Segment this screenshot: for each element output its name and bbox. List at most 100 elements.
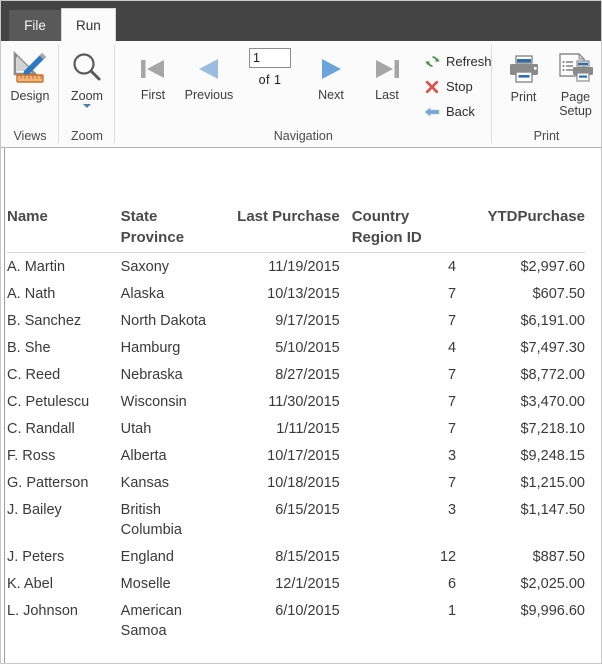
cell-last-purchase: 8/27/2015 [275,367,340,383]
cell-last-purchase: 6/10/2015 [275,603,340,619]
design-button[interactable]: Design [1,44,59,103]
cell-ytd-purchase: $6,191.00 [520,313,585,329]
cell-last-purchase: 5/10/2015 [275,340,340,356]
cell-name: B. She [7,340,51,356]
report-table: Name State Province Last Purchase Countr… [7,206,585,644]
print-button-label: Print [510,90,537,104]
back-button[interactable]: Back [421,99,492,124]
stop-label: Stop [446,79,473,94]
report-page: Name State Province Last Purchase Countr… [4,148,601,663]
cell-last-purchase: 8/15/2015 [275,549,340,565]
cell-name: L. Johnson [7,603,78,619]
cell-country-region-id: 7 [448,421,457,437]
design-button-label: Design [10,89,50,103]
cell-ytd-purchase: $1,215.00 [520,475,585,491]
cell-state-province: American Samoa [120,603,182,639]
cell-state-province: British Columbia [120,502,182,538]
tab-file[interactable]: File [9,10,61,41]
refresh-button[interactable]: Refresh [421,49,492,74]
cell-name: C. Petulescu [7,394,90,410]
table-row: J. Bailey British Columbia 6/15/2015 3 $1,14… [7,496,585,543]
cell-state-province: Utah [120,421,152,437]
refresh-icon [421,54,443,69]
group-label-navigation: Navigation [273,129,333,143]
table-row: G. Patterson Kansas 10/18/2015 7 $1,215.00 [7,469,585,496]
group-label-zoom: Zoom [71,129,103,143]
cell-name: C. Reed [7,367,61,383]
cell-ytd-purchase: $3,470.00 [520,394,585,410]
cell-country-region-id: 7 [448,394,457,410]
cell-country-region-id: 4 [448,340,457,356]
page-number-input[interactable] [249,48,291,68]
stop-button[interactable]: Stop [421,74,492,99]
cell-name: A. Martin [7,259,66,275]
cell-last-purchase: 11/19/2015 [268,259,340,275]
cell-ytd-purchase: $2,997.60 [520,259,585,275]
cell-name: B. Sanchez [7,313,82,329]
chevron-down-icon[interactable] [83,104,91,108]
first-page-button[interactable]: First [125,44,181,102]
cell-state-province: Moselle [120,576,171,592]
cell-country-region-id: 1 [448,603,457,619]
design-ruler-pen-icon [11,48,49,88]
cell-state-province: England [120,549,174,565]
cell-name: F. Ross [7,448,56,464]
cell-ytd-purchase: $8,772.00 [520,367,585,383]
table-row: L. Johnson American Samoa 6/10/2015 1 $9,996… [7,597,585,644]
zoom-button-label: Zoom [71,89,103,103]
cell-country-region-id: 3 [448,502,457,518]
table-row: B. Sanchez North Dakota 9/17/2015 7 $6,191.0… [7,307,585,334]
print-button[interactable]: Print [498,44,550,104]
next-page-label: Next [318,88,344,102]
page-of-total-label: of 1 [258,73,282,87]
cell-country-region-id: 12 [439,549,457,565]
report-table-body: A. Martin Saxony 11/19/2015 4 $2,997.60 A. Na… [7,253,585,645]
tab-run-label: Run [76,17,101,33]
next-page-button[interactable]: Next [303,44,359,102]
previous-page-button[interactable]: Previous [181,44,237,102]
column-header-last-purchase: Last Purchase [225,206,340,253]
cell-state-province: Wisconsin [120,394,187,410]
page-setup-button[interactable]: Page Setup [550,44,601,118]
stop-x-icon [421,80,443,94]
cell-country-region-id: 7 [448,475,457,491]
zoom-button[interactable]: Zoom [59,44,115,108]
cell-country-region-id: 7 [448,313,457,329]
table-row: C. Petulescu Wisconsin 11/30/2015 7 $3,470.0… [7,388,585,415]
cell-ytd-purchase: $7,497.30 [520,340,585,356]
ribbon-group-views: Design Views [1,41,59,147]
ribbon-group-print: Print [492,41,601,147]
tab-run[interactable]: Run [61,8,116,41]
table-row: C. Reed Nebraska 8/27/2015 7 $8,772.00 [7,361,585,388]
previous-page-icon [194,50,224,88]
column-header-state-province: State Province [120,206,226,253]
page-number-box: of 1 [237,44,303,87]
cell-state-province: Kansas [120,475,170,491]
cell-name: G. Patterson [7,475,89,491]
ribbon: Design Views Zoom [1,41,601,148]
cell-last-purchase: 9/17/2015 [275,313,340,329]
table-row: F. Ross Alberta 10/17/2015 3 $9,248.15 [7,442,585,469]
report-preview-area[interactable]: Name State Province Last Purchase Countr… [1,148,601,663]
first-page-icon [138,50,168,88]
ribbon-tab-strip: File Run [1,1,601,41]
table-row: B. She Hamburg 5/10/2015 4 $7,497.30 [7,334,585,361]
last-page-label: Last [375,88,399,102]
cell-state-province: Saxony [120,259,170,275]
cell-last-purchase: 10/17/2015 [267,448,340,464]
cell-last-purchase: 10/18/2015 [267,475,340,491]
last-page-icon [372,50,402,88]
cell-country-region-id: 6 [448,576,457,592]
column-header-ytd-purchase: YTDPurchase [474,206,585,253]
cell-name: C. Randall [7,421,75,437]
cell-name: A. Nath [7,286,56,302]
table-row: C. Randall Utah 1/11/2015 7 $7,218.10 [7,415,585,442]
table-row: A. Nath Alaska 10/13/2015 7 $607.50 [7,280,585,307]
previous-page-label: Previous [184,88,234,102]
printer-icon [506,48,542,90]
cell-ytd-purchase: $607.50 [532,286,585,302]
cell-ytd-purchase: $7,218.10 [520,421,585,437]
table-header-row: Name State Province Last Purchase Countr… [7,206,585,253]
column-header-name: Name [7,206,121,253]
last-page-button[interactable]: Last [359,44,415,102]
